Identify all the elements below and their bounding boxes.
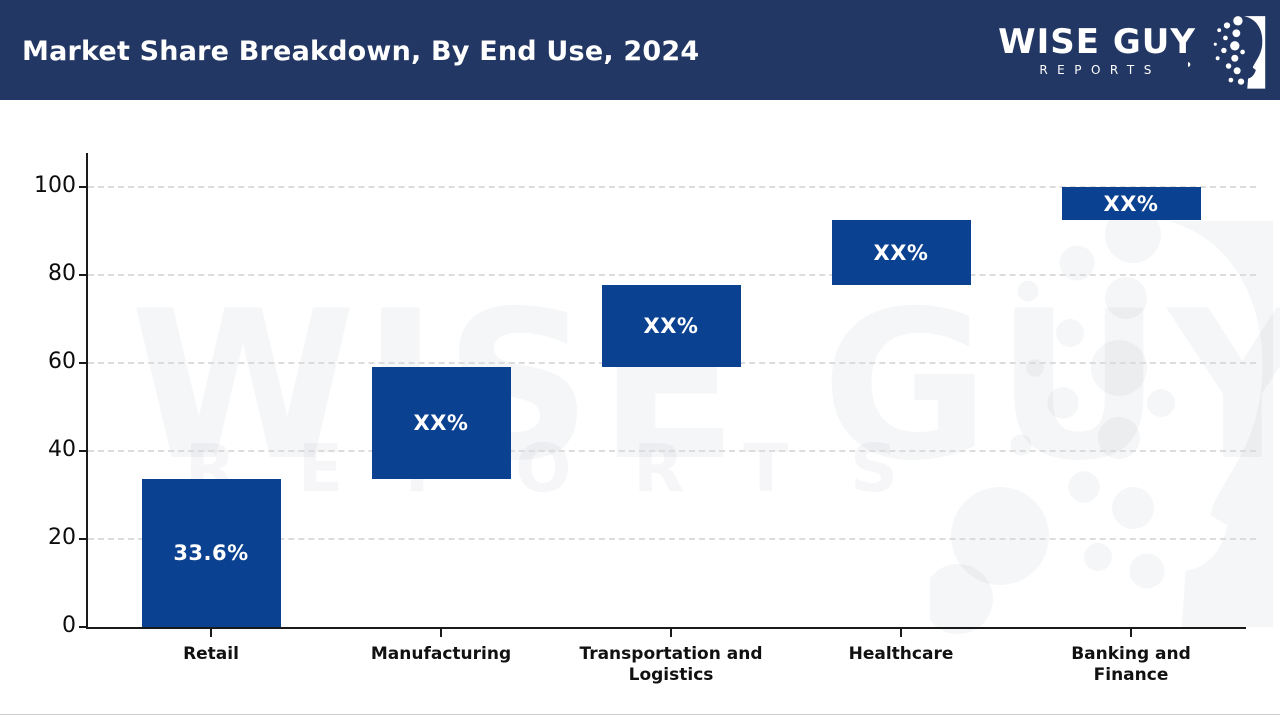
y-tick-label-100: 100 — [34, 173, 76, 198]
bar-healthcare: XX% — [831, 220, 971, 285]
logo-subtitle: REPORTS — [1039, 63, 1161, 77]
watermark-subtitle: REPORTS — [185, 430, 960, 507]
logo-text: WISE GUY REPORTS — [998, 24, 1196, 77]
x-tick-mark-healthcare — [900, 629, 902, 637]
bar-banking-and-finance: XX% — [1061, 187, 1201, 221]
x-label-line: Retail — [183, 644, 239, 664]
y-tick-label-20: 20 — [48, 525, 76, 550]
y-tick-label-80: 80 — [48, 261, 76, 286]
bar-transportation-and-logistics: XX% — [601, 284, 741, 368]
gridline-40 — [88, 450, 1256, 452]
bottom-divider — [0, 714, 1280, 715]
x-axis-line — [86, 627, 1246, 629]
gridline-80 — [88, 274, 1256, 276]
x-label-line: Healthcare — [848, 644, 954, 664]
bar-retail: 33.6% — [141, 479, 281, 627]
wiseguy-logo: WISE GUY REPORTS — [998, 8, 1266, 94]
x-label-manufacturing: Manufacturing — [331, 644, 551, 665]
x-label-line: Transportation and — [579, 644, 763, 664]
y-tick-label-60: 60 — [48, 349, 76, 374]
gridline-100 — [88, 186, 1256, 188]
watermark-face-graphic — [930, 207, 1273, 634]
page-title: Market Share Breakdown, By End Use, 2024 — [22, 36, 700, 67]
x-label-retail: Retail — [101, 644, 321, 665]
x-label-banking-and-finance: Banking and Finance — [1021, 644, 1241, 686]
x-tick-mark-banking-and-finance — [1130, 629, 1132, 637]
y-tick-mark-0 — [79, 626, 87, 628]
x-label-healthcare: Healthcare — [791, 644, 1011, 665]
bar-value-label: XX% — [1103, 191, 1159, 216]
dotted-face-icon — [1188, 16, 1266, 89]
header-bar: Market Share Breakdown, By End Use, 2024… — [0, 0, 1280, 100]
bar-value-label: XX% — [643, 314, 699, 339]
x-tick-mark-manufacturing — [440, 629, 442, 637]
x-label-line: Logistics — [628, 665, 714, 685]
y-tick-mark-100 — [79, 186, 87, 188]
x-label-line: Finance — [1093, 665, 1169, 685]
y-tick-mark-20 — [79, 538, 87, 540]
x-label-transportation-and-logistics: Transportation and Logistics — [561, 644, 781, 686]
gridline-20 — [88, 538, 1256, 540]
y-tick-label-0: 0 — [62, 613, 76, 638]
bar-value-label: 33.6% — [173, 541, 249, 566]
logo-wordmark: WISE GUY — [998, 22, 1196, 62]
bar-value-label: XX% — [413, 411, 469, 436]
y-tick-mark-80 — [79, 274, 87, 276]
chart-plot-area: 0 20 40 60 80 100 33.6% Retail XX% Manufacturing X… — [0, 100, 1280, 714]
y-tick-mark-60 — [79, 362, 87, 364]
x-tick-mark-retail — [210, 629, 212, 637]
bar-manufacturing: XX% — [371, 367, 511, 480]
x-label-line: Banking and — [1071, 644, 1191, 664]
bar-value-label: XX% — [873, 240, 929, 265]
y-tick-mark-40 — [79, 450, 87, 452]
y-axis-line — [86, 153, 88, 629]
x-label-line: Manufacturing — [370, 644, 512, 664]
x-tick-mark-transportation-and-logistics — [670, 629, 672, 637]
y-tick-label-40: 40 — [48, 437, 76, 462]
